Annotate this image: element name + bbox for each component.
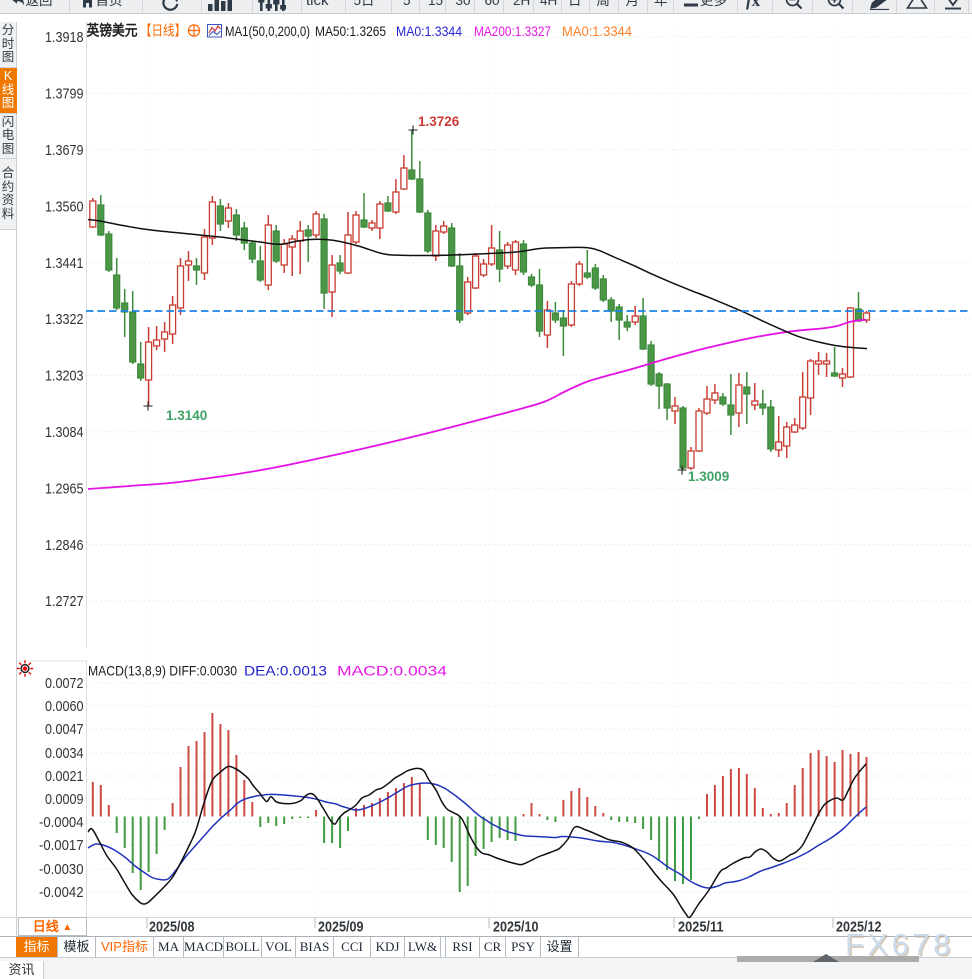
svg-text:1.3441: 1.3441 (45, 255, 84, 272)
svg-text:MA0:1.3344: MA0:1.3344 (396, 23, 462, 39)
svg-text:英镑美元: 英镑美元 (87, 22, 138, 40)
svg-text:-0.0017: -0.0017 (39, 837, 84, 854)
svg-text:MA0:1.3344: MA0:1.3344 (562, 23, 632, 39)
svg-text:1.3140: 1.3140 (166, 408, 207, 423)
svg-text:2025/11: 2025/11 (678, 920, 724, 936)
svg-text:1.2846: 1.2846 (45, 537, 84, 554)
svg-text:MACD:0.0034: MACD:0.0034 (337, 663, 447, 679)
svg-text:MA50:1.3265: MA50:1.3265 (315, 23, 386, 39)
svg-text:0.0060: 0.0060 (45, 698, 84, 715)
svg-text:0.0009: 0.0009 (45, 791, 84, 808)
svg-text:0.0072: 0.0072 (45, 675, 84, 692)
svg-text:DEA:0.0013: DEA:0.0013 (244, 663, 327, 679)
svg-text:MA1(50,0,200,0): MA1(50,0,200,0) (225, 23, 310, 39)
svg-text:-0.0004: -0.0004 (39, 814, 84, 831)
svg-text:1.3918: 1.3918 (45, 29, 84, 46)
svg-text:1.2727: 1.2727 (45, 593, 84, 610)
svg-text:-0.0030: -0.0030 (39, 861, 84, 878)
svg-text:1.3679: 1.3679 (45, 142, 84, 159)
svg-text:0.0021: 0.0021 (45, 768, 84, 785)
svg-text:【日线】: 【日线】 (140, 23, 186, 39)
svg-text:0.0047: 0.0047 (45, 721, 84, 738)
svg-text:MACD(13,8,9) DIFF:0.0030: MACD(13,8,9) DIFF:0.0030 (88, 663, 237, 679)
svg-text:0.0034: 0.0034 (45, 745, 84, 762)
svg-text:2025/09: 2025/09 (318, 920, 364, 936)
svg-text:1.3799: 1.3799 (45, 86, 84, 103)
svg-text:1.3203: 1.3203 (45, 368, 84, 385)
svg-text:1.2965: 1.2965 (45, 480, 84, 497)
svg-text:1.3322: 1.3322 (45, 311, 84, 328)
svg-text:-0.0042: -0.0042 (39, 884, 84, 901)
svg-text:2025/10: 2025/10 (493, 920, 539, 936)
svg-text:1.3726: 1.3726 (418, 114, 460, 129)
svg-text:1.3560: 1.3560 (45, 198, 84, 215)
svg-text:MA200:1.3327: MA200:1.3327 (474, 23, 551, 39)
svg-text:2025/08: 2025/08 (149, 920, 195, 936)
svg-text:1.3084: 1.3084 (45, 424, 84, 441)
svg-text:2025/12: 2025/12 (836, 920, 882, 936)
svg-text:1.3009: 1.3009 (688, 469, 729, 484)
